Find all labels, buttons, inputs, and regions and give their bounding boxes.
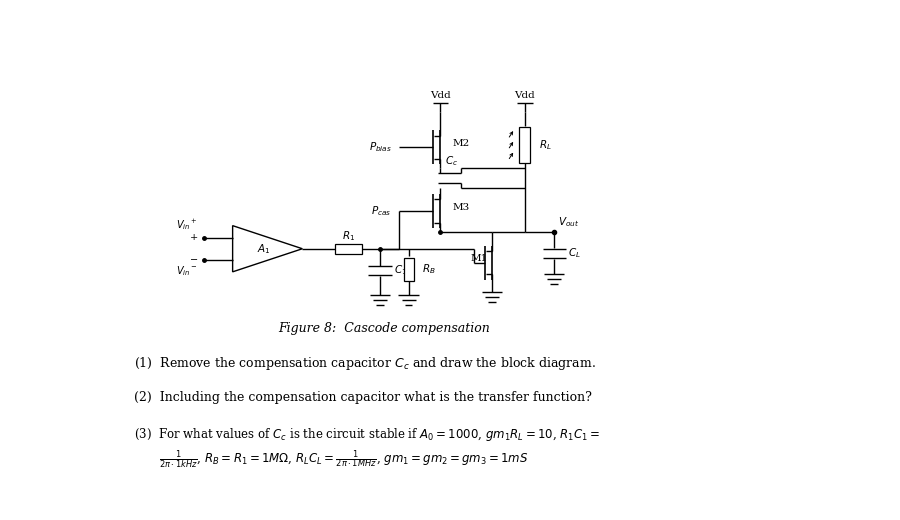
Bar bbox=[403, 258, 414, 281]
Text: $V_{out}$: $V_{out}$ bbox=[558, 216, 580, 229]
Bar bbox=[519, 127, 530, 162]
Text: $C_L$: $C_L$ bbox=[568, 246, 581, 260]
Text: $\frac{1}{2\pi\cdot 1kHz}$, $R_B = R_1 = 1M\Omega$, $R_LC_L = \frac{1}{2\pi\cdot: $\frac{1}{2\pi\cdot 1kHz}$, $R_B = R_1 =… bbox=[159, 449, 528, 471]
Text: $C_c$: $C_c$ bbox=[445, 154, 458, 168]
Text: +: + bbox=[190, 232, 198, 242]
Text: $R_L$: $R_L$ bbox=[539, 138, 552, 152]
Text: (1)  Remove the compensation capacitor $C_c$ and draw the block diagram.: (1) Remove the compensation capacitor $C… bbox=[134, 355, 596, 372]
Text: $C_1$: $C_1$ bbox=[394, 264, 407, 277]
Text: (2)  Including the compensation capacitor what is the transfer function?: (2) Including the compensation capacitor… bbox=[134, 391, 592, 404]
Text: M2: M2 bbox=[453, 139, 470, 148]
Text: $R_B$: $R_B$ bbox=[422, 263, 436, 277]
Text: Figure 8:  Cascode compensation: Figure 8: Cascode compensation bbox=[278, 321, 490, 334]
Text: $V_{in}$$^+$: $V_{in}$$^+$ bbox=[176, 217, 198, 232]
Text: $A_1$: $A_1$ bbox=[256, 242, 270, 256]
Text: $P_{bias}$: $P_{bias}$ bbox=[368, 140, 392, 154]
Text: M3: M3 bbox=[453, 203, 470, 212]
Text: $V_{in}$$^-$: $V_{in}$$^-$ bbox=[176, 264, 198, 278]
Text: $-$: $-$ bbox=[189, 254, 198, 263]
Text: $R_1$: $R_1$ bbox=[342, 229, 356, 242]
Text: Vdd: Vdd bbox=[430, 91, 451, 100]
Text: (3)  For what values of $C_c$ is the circuit stable if $A_0 = 1000$, $gm_1 R_L =: (3) For what values of $C_c$ is the circ… bbox=[134, 426, 600, 443]
Text: $P_{cas}$: $P_{cas}$ bbox=[371, 204, 392, 218]
Text: M1: M1 bbox=[471, 254, 488, 263]
Text: Vdd: Vdd bbox=[515, 91, 536, 100]
Bar bbox=[336, 244, 363, 254]
